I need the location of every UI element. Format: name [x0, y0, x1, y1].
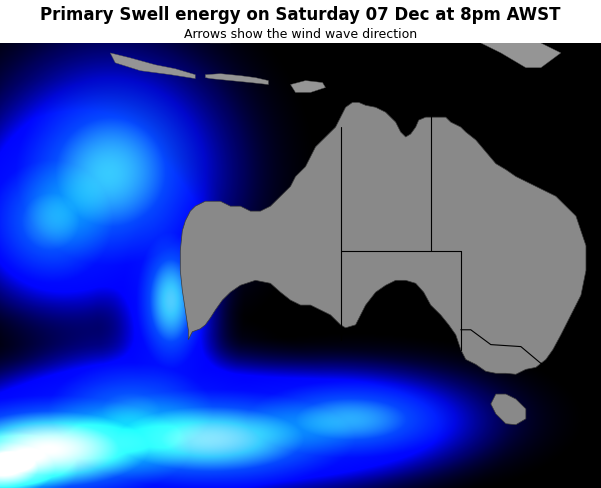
Polygon shape: [491, 394, 526, 425]
Polygon shape: [251, 0, 300, 38]
Text: Primary Swell energy on Saturday 07 Dec at 8pm AWST: Primary Swell energy on Saturday 07 Dec …: [40, 6, 561, 24]
Polygon shape: [326, 0, 341, 15]
Polygon shape: [110, 53, 195, 79]
Text: Arrows show the wind wave direction: Arrows show the wind wave direction: [184, 28, 417, 41]
Polygon shape: [290, 81, 326, 92]
Polygon shape: [135, 13, 230, 43]
Polygon shape: [331, 21, 361, 31]
Polygon shape: [206, 74, 269, 84]
Polygon shape: [361, 13, 561, 68]
Polygon shape: [180, 102, 586, 374]
